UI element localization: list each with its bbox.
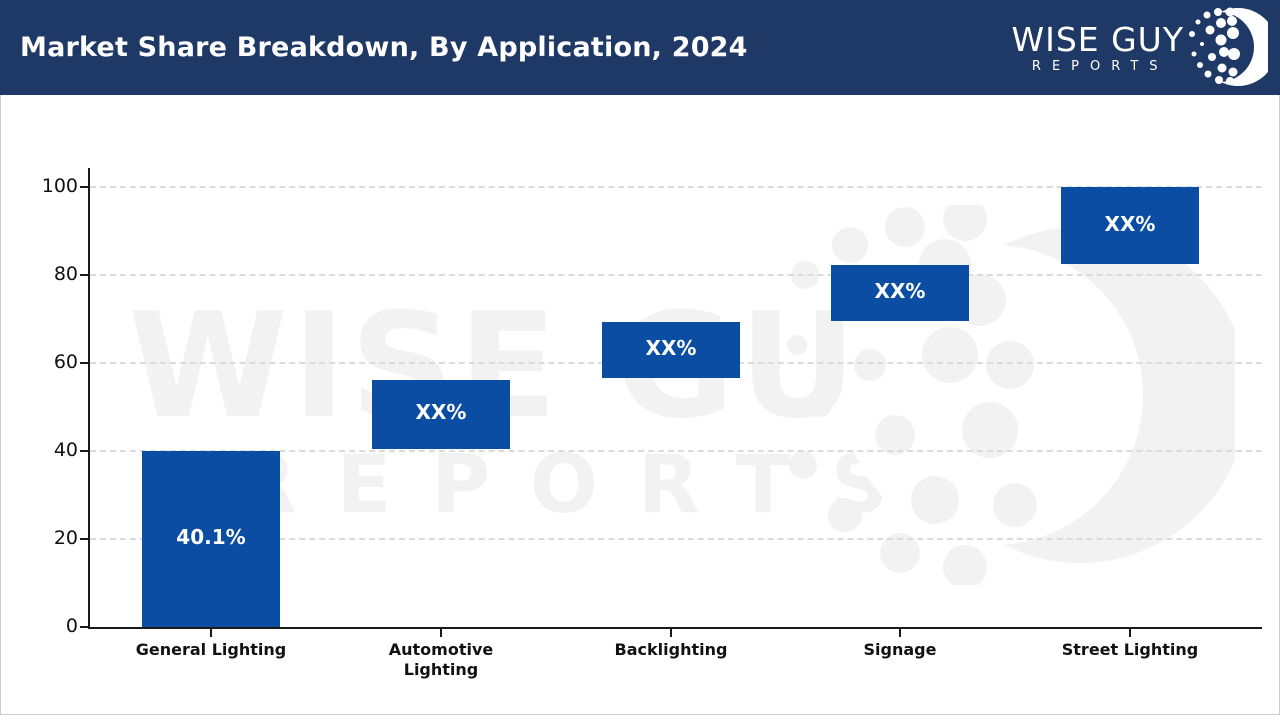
bar-street-lighting <box>1061 187 1199 264</box>
y-tick-0 <box>80 626 88 628</box>
x-tick-backlighting <box>670 629 672 637</box>
bar-backlighting <box>602 322 740 379</box>
logo-wordmark-main: WISE GUY <box>1011 19 1184 59</box>
watermark-text-main: WISE GUY <box>128 282 970 451</box>
x-tick-signage <box>899 629 901 637</box>
x-category-label-automotive-lighting: Automotive Lighting <box>341 640 541 680</box>
gridline-20 <box>90 538 1262 540</box>
bar-value-label-backlighting: XX% <box>645 336 697 361</box>
y-tick-label-20: 20 <box>53 527 78 549</box>
y-tick-label-40: 40 <box>53 439 78 461</box>
watermark-face-icon <box>787 205 1235 585</box>
x-tick-street-lighting <box>1129 629 1131 637</box>
y-tick-80 <box>80 274 88 276</box>
x-category-label-backlighting: Backlighting <box>571 640 771 660</box>
bar-value-label-signage: XX% <box>874 279 926 304</box>
header-bar: Market Share Breakdown, By Application, … <box>0 0 1280 95</box>
y-tick-label-0: 0 <box>65 615 78 637</box>
x-category-label-general-lighting: General Lighting <box>111 640 311 660</box>
x-category-label-line: Backlighting <box>614 640 728 659</box>
wiseguy-logo: WISE GUY REPORTS <box>1011 6 1268 88</box>
bar-general-lighting <box>142 450 280 627</box>
page-border-bottom <box>0 714 1280 715</box>
bar-value-label-street-lighting: XX% <box>1104 211 1156 236</box>
y-axis-line <box>88 168 90 629</box>
y-tick-100 <box>80 186 88 188</box>
bar-value-label-general-lighting: 40.1% <box>176 524 246 549</box>
page-border-left <box>0 95 1 715</box>
y-tick-40 <box>80 450 88 452</box>
bar-value-label-automotive-lighting: XX% <box>415 400 467 425</box>
bar-automotive-lighting <box>372 379 510 449</box>
watermark-text-sub: REPORTS <box>235 438 929 531</box>
y-tick-20 <box>80 538 88 540</box>
dotted-face-profile-icon <box>1184 7 1268 86</box>
x-category-label-line: General Lighting <box>135 640 287 659</box>
bar-signage <box>831 265 969 322</box>
gridline-40 <box>90 450 1262 452</box>
logo-wordmark: WISE GUY REPORTS <box>1011 19 1184 74</box>
x-category-label-street-lighting: Street Lighting <box>1030 640 1230 660</box>
x-tick-automotive-lighting <box>440 629 442 637</box>
x-category-label-line: Automotive <box>388 640 494 659</box>
page-title: Market Share Breakdown, By Application, … <box>20 32 748 63</box>
gridline-80 <box>90 274 1262 276</box>
y-tick-label-100: 100 <box>41 175 78 197</box>
gridline-100 <box>90 186 1262 188</box>
x-category-label-line: Signage <box>863 640 937 659</box>
y-tick-label-80: 80 <box>53 263 78 285</box>
y-tick-label-60: 60 <box>53 351 78 373</box>
x-category-label-line: Street Lighting <box>1061 640 1199 659</box>
x-category-label-line: Lighting <box>403 660 479 679</box>
y-tick-60 <box>80 362 88 364</box>
logo-wordmark-sub: REPORTS <box>1031 58 1169 74</box>
x-category-label-signage: Signage <box>800 640 1000 660</box>
x-tick-general-lighting <box>210 629 212 637</box>
x-axis-line <box>88 627 1262 629</box>
